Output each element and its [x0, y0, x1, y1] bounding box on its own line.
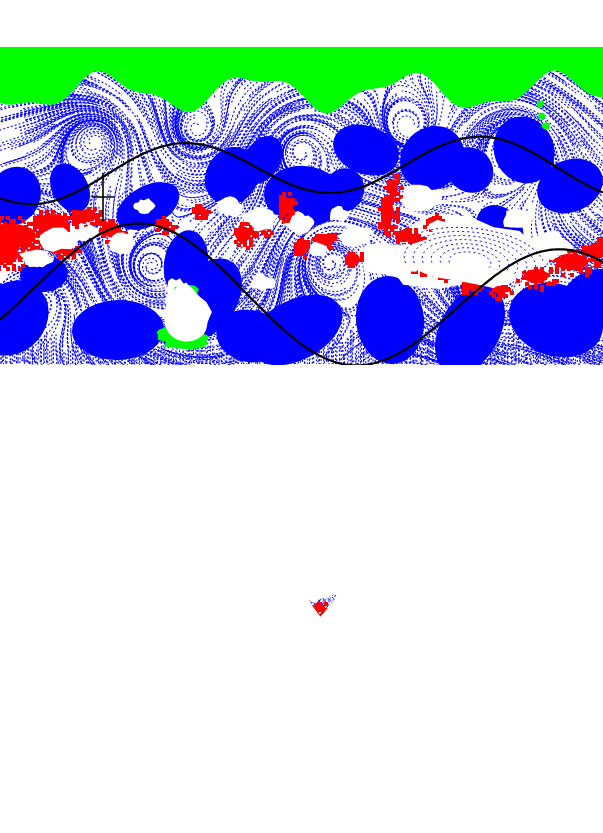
- perspective-flux-surface-canvas: [0, 380, 603, 833]
- three-dimensional-panel: [0, 380, 603, 833]
- map-projection-canvas: [0, 0, 603, 380]
- map-projection-panel: [0, 0, 603, 380]
